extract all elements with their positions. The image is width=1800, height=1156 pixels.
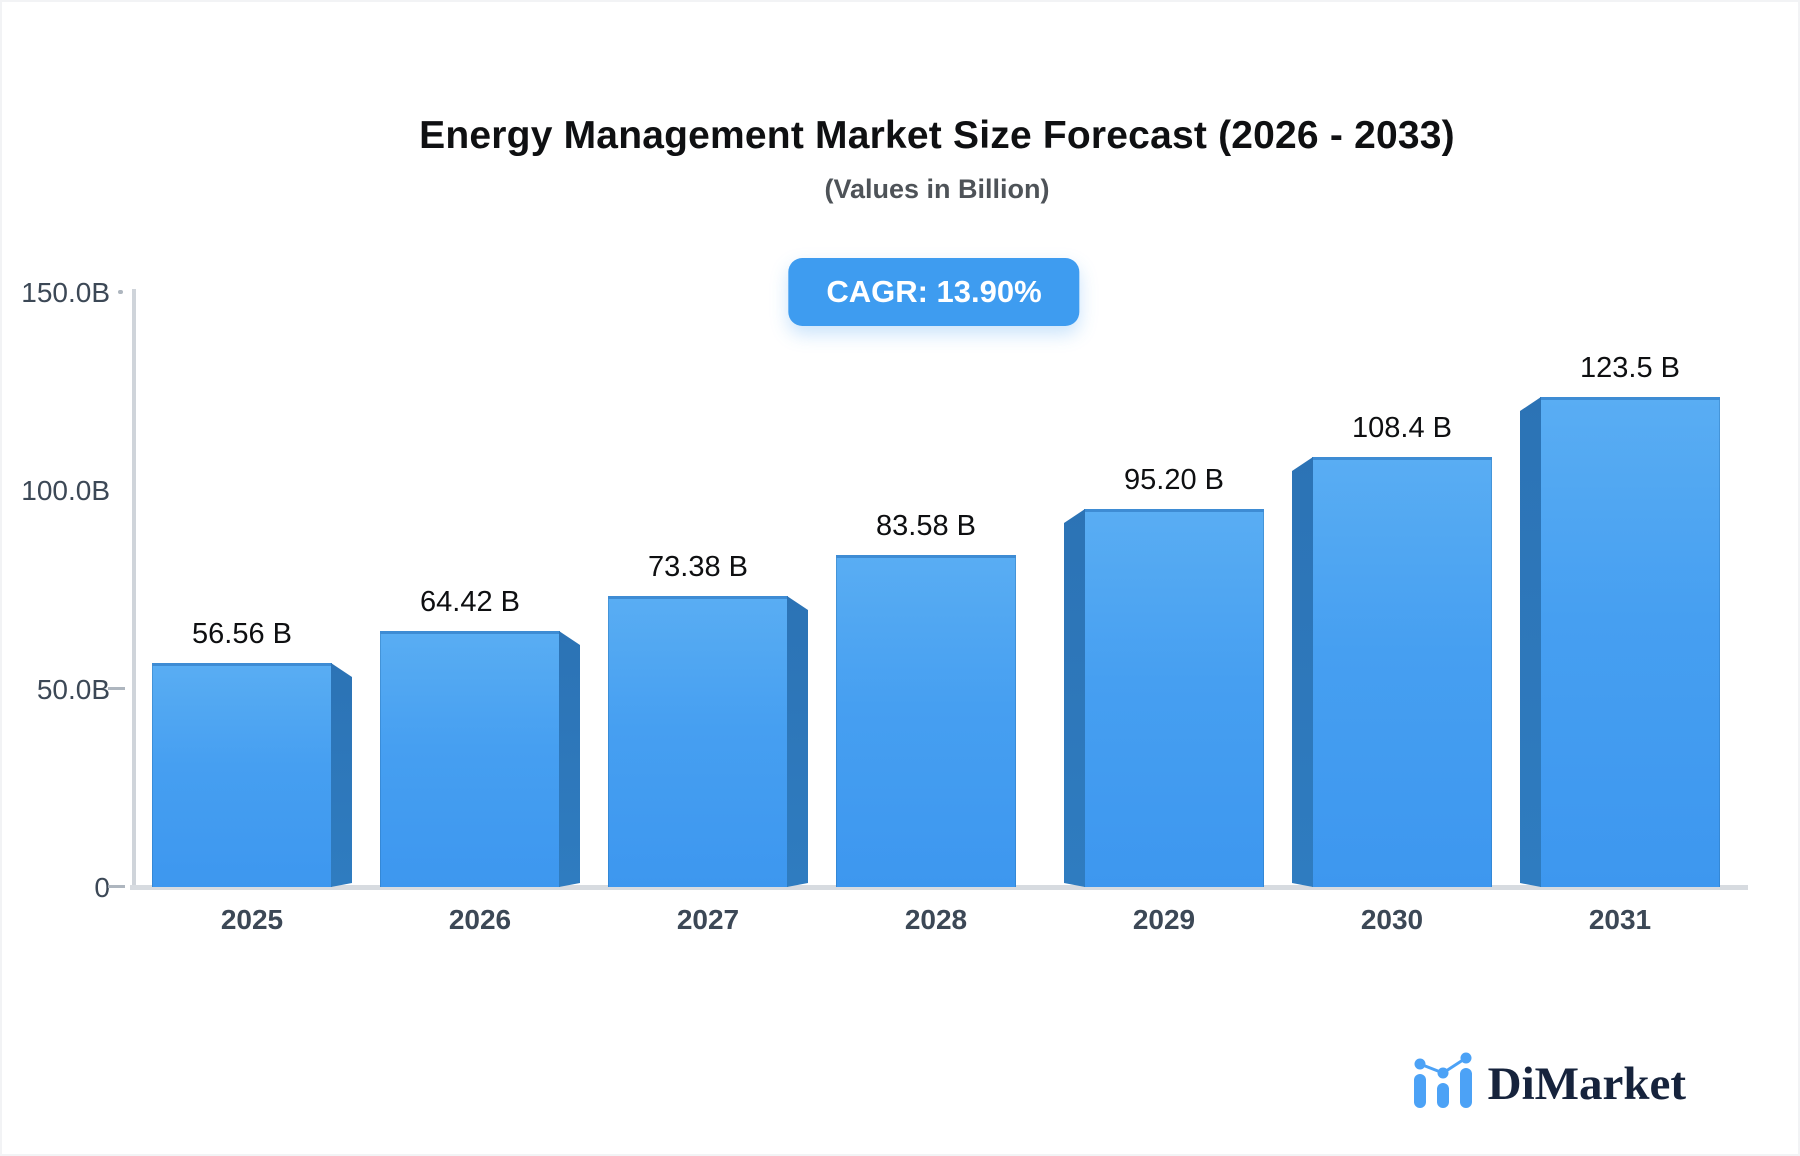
x-label-2026: 2026 — [448, 904, 512, 935]
y-tick-mark-0 — [108, 885, 125, 888]
bar-2030-side — [1292, 457, 1313, 887]
x-label-2025: 2025 — [220, 904, 284, 935]
brand-logo: DiMarket — [1412, 1046, 1686, 1108]
bar-2028-face — [836, 555, 1016, 887]
x-label-2029: 2029 — [1132, 904, 1196, 935]
x-axis-line — [130, 885, 1748, 890]
bar-2027-face — [608, 596, 788, 887]
bar-2026-box: 64.42 B — [380, 586, 580, 887]
x-label-2030: 2030 — [1360, 904, 1424, 935]
cagr-badge: CAGR: 13.90% — [788, 258, 1080, 326]
bar-2031-value-label: 123.5 B — [1580, 352, 1680, 384]
bar-2025-value-label: 56.56 B — [192, 618, 292, 650]
x-label-2028: 2028 — [904, 904, 968, 935]
bar-2028-box: 83.58 B — [836, 510, 1036, 887]
x-label-2027: 2027 — [676, 904, 740, 935]
bar-2031-side — [1520, 397, 1541, 887]
y-tick-100: 100.0B — [21, 475, 110, 506]
y-tick-mark-150 — [118, 290, 123, 294]
bar-2027-side — [787, 596, 808, 887]
bar-2026-side — [559, 631, 580, 887]
bar-2031-box: 123.5 B — [1520, 352, 1720, 887]
bar-2030-box: 108.4 B — [1292, 412, 1492, 887]
bar-2025-box: 56.56 B — [152, 618, 352, 887]
bar-2030-face — [1312, 457, 1492, 887]
bar-2029-value-label: 95.20 B — [1124, 464, 1224, 496]
y-tick-150: 150.0B — [21, 277, 110, 308]
bar-2029-box: 95.20 B — [1064, 464, 1264, 887]
x-label-2031: 2031 — [1588, 904, 1652, 935]
bar-2031-face — [1540, 397, 1720, 887]
y-tick-50: 50.0B — [36, 674, 110, 705]
bar-2028-value-label: 83.58 B — [876, 510, 976, 542]
bar-2027-value-label: 73.38 B — [648, 551, 748, 583]
bar-2026-value-label: 64.42 B — [420, 586, 520, 618]
y-axis-line — [132, 289, 136, 889]
y-tick-mark-50 — [108, 687, 125, 690]
y-tick-0: 0 — [94, 872, 110, 903]
brand-name: DiMarket — [1487, 1058, 1686, 1110]
chart-subtitle: (Values in Billion) — [824, 174, 1050, 204]
bar-2030-value-label: 108.4 B — [1352, 412, 1452, 444]
bar-2029-side — [1064, 509, 1085, 887]
bar-2026-face — [380, 631, 560, 887]
plot-area: 56.56 B 64.42 B 73.38 B 83.58 B — [132, 292, 1752, 887]
bar-2025-face — [152, 663, 332, 887]
bar-2025-side — [331, 663, 352, 887]
bar-2029-face — [1084, 509, 1264, 887]
bar-chart-trend-icon — [1412, 1046, 1474, 1108]
chart-title: Energy Management Market Size Forecast (… — [419, 114, 1455, 157]
bar-2027-box: 73.38 B — [608, 551, 808, 887]
